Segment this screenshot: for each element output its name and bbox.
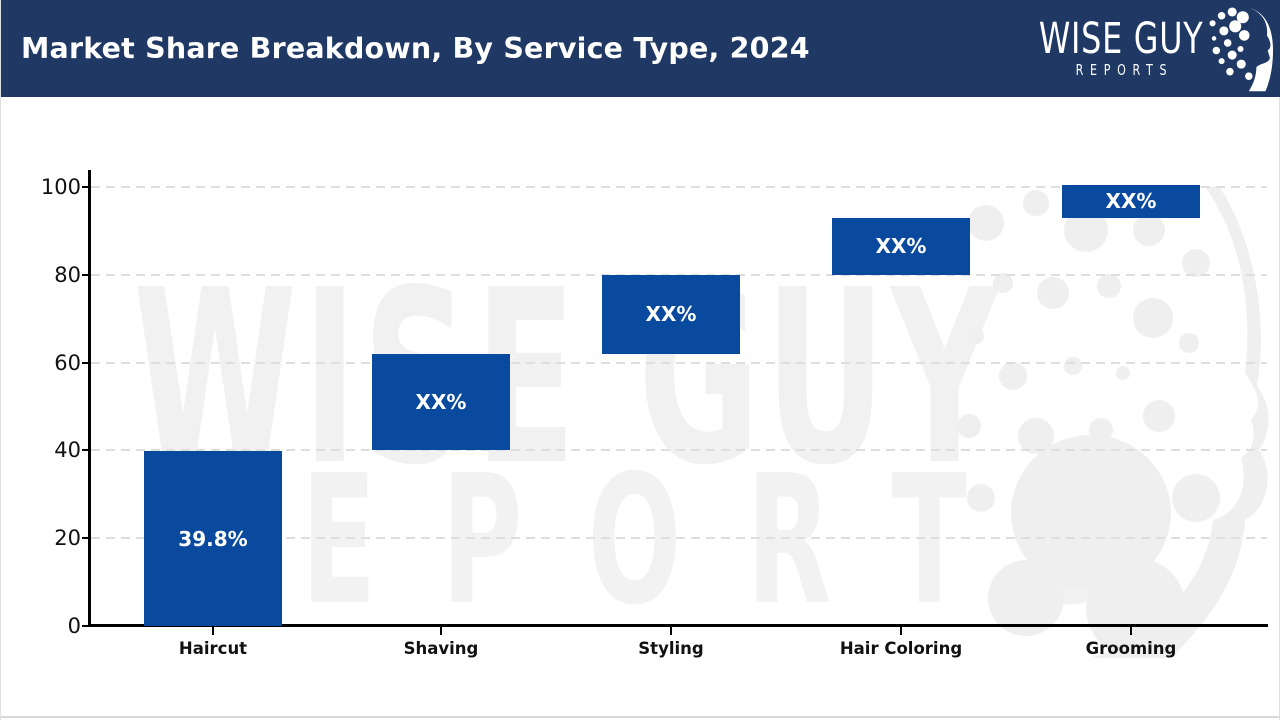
y-axis-tick bbox=[82, 273, 90, 276]
bar-shaving bbox=[372, 353, 510, 451]
bar-haircut bbox=[144, 451, 282, 626]
y-tick-label: 100 bbox=[40, 175, 81, 199]
y-axis-tick bbox=[82, 625, 90, 627]
bar-grooming bbox=[1062, 184, 1200, 218]
gridline bbox=[91, 537, 1267, 540]
watermark-reports: REPORTS bbox=[151, 437, 1177, 644]
y-axis-tick bbox=[82, 186, 90, 188]
bar-value-label: 39.8% bbox=[178, 526, 248, 551]
x-tick-label: Shaving bbox=[403, 639, 479, 658]
y-tick-label: 0 bbox=[67, 614, 81, 638]
y-tick-label: 20 bbox=[54, 526, 81, 551]
x-axis-tick bbox=[440, 627, 442, 635]
x-tick-label: Grooming bbox=[1085, 639, 1177, 658]
bar-value-label: XX% bbox=[415, 390, 467, 415]
x-axis-tick bbox=[670, 627, 672, 635]
y-tick-label: 80 bbox=[54, 262, 81, 287]
brand-head-icon bbox=[1209, 7, 1273, 92]
brand-name: WISE GUY bbox=[1038, 14, 1203, 64]
y-axis-tick bbox=[82, 537, 90, 540]
x-tick-label: Hair Coloring bbox=[839, 639, 963, 658]
x-tick-label: Haircut bbox=[178, 639, 248, 658]
gridline bbox=[91, 186, 1267, 188]
x-axis-line bbox=[88, 624, 1268, 627]
gridline bbox=[91, 361, 1267, 364]
x-tick-label: Styling bbox=[638, 639, 704, 658]
bar-value-label: XX% bbox=[1105, 189, 1157, 214]
footer-divider bbox=[1, 716, 1280, 718]
y-tick-label: 40 bbox=[54, 438, 81, 463]
y-axis-tick bbox=[82, 449, 90, 452]
y-axis-line bbox=[88, 170, 91, 627]
x-axis-tick bbox=[1130, 627, 1132, 635]
bar-value-label: XX% bbox=[875, 234, 927, 259]
x-axis-tick bbox=[900, 627, 902, 635]
chart-title: Market Share Breakdown, By Service Type,… bbox=[21, 32, 810, 65]
brand-subtitle: REPORTS bbox=[1075, 61, 1173, 79]
bar-hair-coloring bbox=[832, 217, 970, 275]
brand-logo: WISE GUY REPORTS bbox=[981, 4, 1273, 94]
gridline bbox=[91, 449, 1267, 452]
brand-logo-text: WISE GUY REPORTS bbox=[1038, 14, 1203, 80]
y-axis-tick bbox=[82, 361, 90, 364]
header: Market Share Breakdown, By Service Type,… bbox=[1, 0, 1280, 97]
bar-value-label: XX% bbox=[645, 302, 697, 327]
watermark-head-icon bbox=[957, 186, 1269, 658]
y-tick-label: 60 bbox=[54, 350, 81, 375]
x-axis-tick bbox=[212, 627, 214, 635]
bar-styling bbox=[602, 274, 740, 354]
